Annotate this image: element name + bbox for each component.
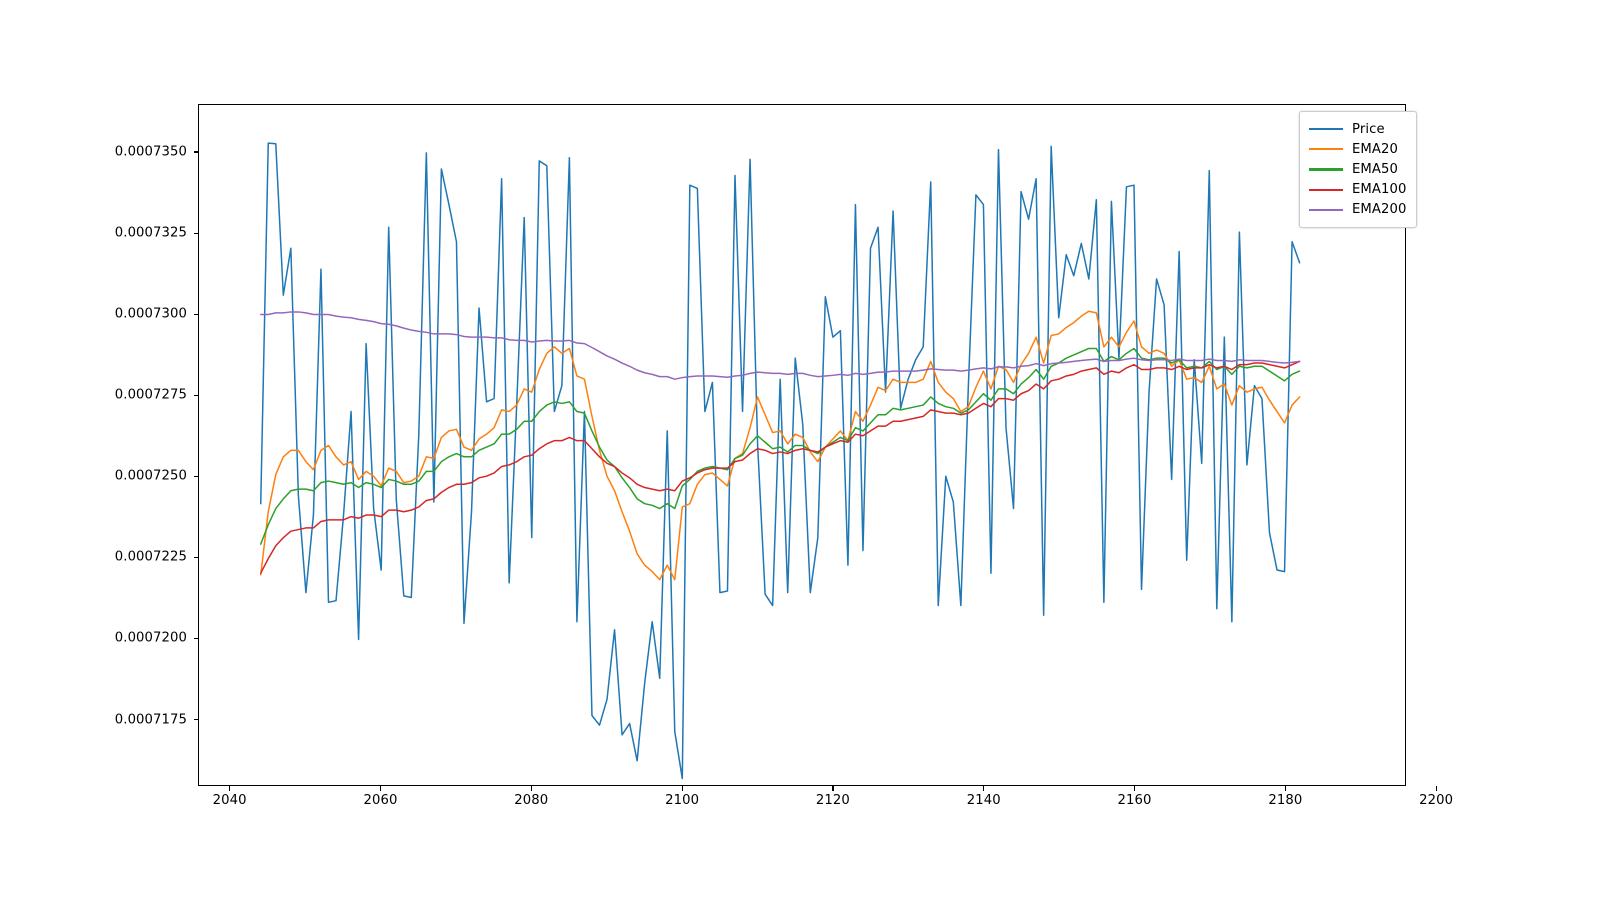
series-line-ema20	[261, 311, 1300, 579]
legend-label: EMA20	[1352, 141, 1399, 157]
y-tick-mark	[193, 313, 198, 315]
y-tick-label: 0.0007350	[114, 144, 187, 160]
x-tick-mark	[229, 786, 231, 791]
x-tick-label: 2180	[1268, 793, 1303, 808]
x-tick-label: 2200	[1419, 793, 1454, 808]
x-tick-mark	[530, 786, 532, 791]
y-tick-mark	[193, 637, 198, 640]
chart-legend[interactable]: Price EMA20 EMA50 EMA100 EMA200	[1299, 111, 1417, 228]
series-line-ema200	[261, 312, 1300, 379]
legend-color-swatch	[1309, 168, 1343, 171]
x-tick-label: 2040	[212, 793, 247, 808]
x-tick-mark	[983, 786, 985, 791]
legend-label: EMA100	[1352, 182, 1407, 198]
x-tick-label: 2060	[363, 793, 398, 808]
plot-area	[198, 104, 1406, 786]
legend-color-swatch	[1309, 127, 1343, 131]
y-tick-mark	[193, 719, 198, 721]
y-tick-label: 0.0007175	[114, 712, 187, 728]
series-line-ema50	[261, 348, 1300, 544]
y-tick-label: 0.0007275	[114, 387, 187, 403]
legend-label: EMA200	[1352, 202, 1407, 218]
legend-label: EMA50	[1352, 161, 1399, 177]
x-tick-mark	[1284, 786, 1286, 791]
y-tick-label: 0.0007225	[114, 549, 187, 565]
legend-color-swatch	[1309, 148, 1343, 151]
legend-color-swatch	[1309, 188, 1343, 191]
legend-color-swatch	[1309, 208, 1343, 211]
y-tick-mark	[193, 394, 198, 396]
x-tick-mark	[1435, 786, 1437, 791]
legend-item-ema50[interactable]: EMA50	[1309, 159, 1407, 179]
series-line-price	[261, 143, 1300, 778]
y-tick-label: 0.0007200	[114, 630, 187, 646]
x-tick-mark	[832, 786, 834, 791]
y-tick-mark	[193, 556, 198, 558]
x-tick-label: 2120	[815, 793, 850, 808]
legend-label: Price	[1352, 121, 1385, 137]
x-tick-mark	[1134, 786, 1136, 791]
y-tick-mark	[193, 475, 198, 477]
x-tick-label: 2080	[514, 793, 549, 808]
x-tick-mark	[681, 786, 683, 791]
y-tick-label: 0.0007300	[114, 306, 187, 322]
legend-item-ema20[interactable]: EMA20	[1309, 139, 1407, 159]
y-tick-mark	[193, 151, 198, 153]
x-tick-label: 2140	[966, 793, 1001, 808]
y-tick-label: 0.0007325	[114, 225, 187, 241]
plot-lines-svg	[199, 105, 1405, 785]
legend-item-ema100[interactable]: EMA100	[1309, 180, 1407, 200]
legend-item-price[interactable]: Price	[1309, 119, 1407, 139]
x-tick-mark	[379, 786, 382, 791]
legend-item-ema200[interactable]: EMA200	[1309, 200, 1407, 220]
y-tick-label: 0.0007250	[114, 468, 187, 484]
series-line-ema100	[261, 361, 1300, 573]
x-tick-label: 2100	[665, 793, 700, 808]
y-tick-mark	[193, 232, 198, 234]
x-tick-label: 2160	[1117, 793, 1152, 808]
